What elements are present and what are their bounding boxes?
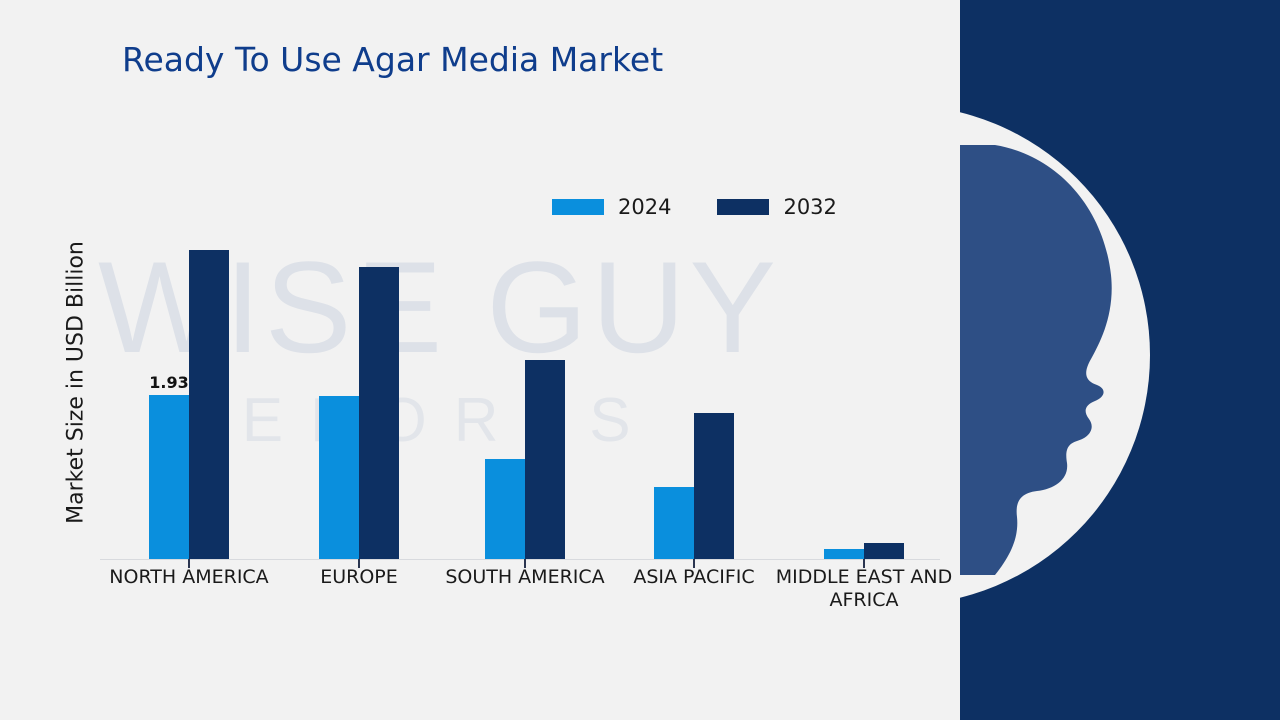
legend-label-2032: 2032 [783,195,837,219]
bar-2024-middle-east-and-africa[interactable] [824,548,864,559]
x-axis-tick [693,559,695,568]
x-axis-category-label: SOUTH AMERICA [445,566,605,588]
bar-2024-europe[interactable] [319,395,359,559]
bar-group [824,159,904,568]
bar-2024-asia-pacific[interactable] [654,486,694,559]
page-title: Ready To Use Agar Media Market [122,40,664,79]
x-axis-category-label: ASIA PACIFIC [633,566,755,588]
bar-2032-europe[interactable] [359,266,399,559]
chart-legend: 2024 2032 [552,195,837,219]
legend-item-2032: 2032 [717,195,837,219]
x-axis-tick [358,559,360,568]
bar-2032-middle-east-and-africa[interactable] [864,542,904,559]
x-axis-tick [188,559,190,568]
bar-group [485,159,565,568]
legend-item-2024: 2024 [552,195,671,219]
bar-2024-south-america[interactable] [485,458,525,559]
bar-group: 1.93 [149,159,229,568]
x-axis-line [100,559,940,560]
legend-label-2024: 2024 [618,195,672,219]
x-axis-category-label: MIDDLE EAST AND AFRICA [775,566,953,611]
bar-2032-asia-pacific[interactable] [694,412,734,559]
x-axis-tick [863,559,865,568]
legend-swatch-icon-2032 [717,199,770,215]
head-profile-silhouette-icon [960,145,1112,575]
x-axis-tick [524,559,526,568]
bar-group [654,159,734,568]
brand-panel: WISE GUY R E P O R T S [960,0,1280,720]
bar-2024-north-america[interactable]: 1.93 [149,373,189,559]
plot-area: 1.93 NORTH AMERICA EUROPE SOUTH AMERICA ASIA… [100,159,953,611]
x-axis-category-label: NORTH AMERICA [109,566,269,588]
bar-2032-north-america[interactable] [189,249,229,559]
bar-group [319,159,399,568]
legend-swatch-icon-2024 [552,199,604,215]
x-axis-category-label: EUROPE [320,566,398,588]
bar-2032-south-america[interactable] [525,360,565,559]
bar-value-label: 1.93 [149,372,189,392]
